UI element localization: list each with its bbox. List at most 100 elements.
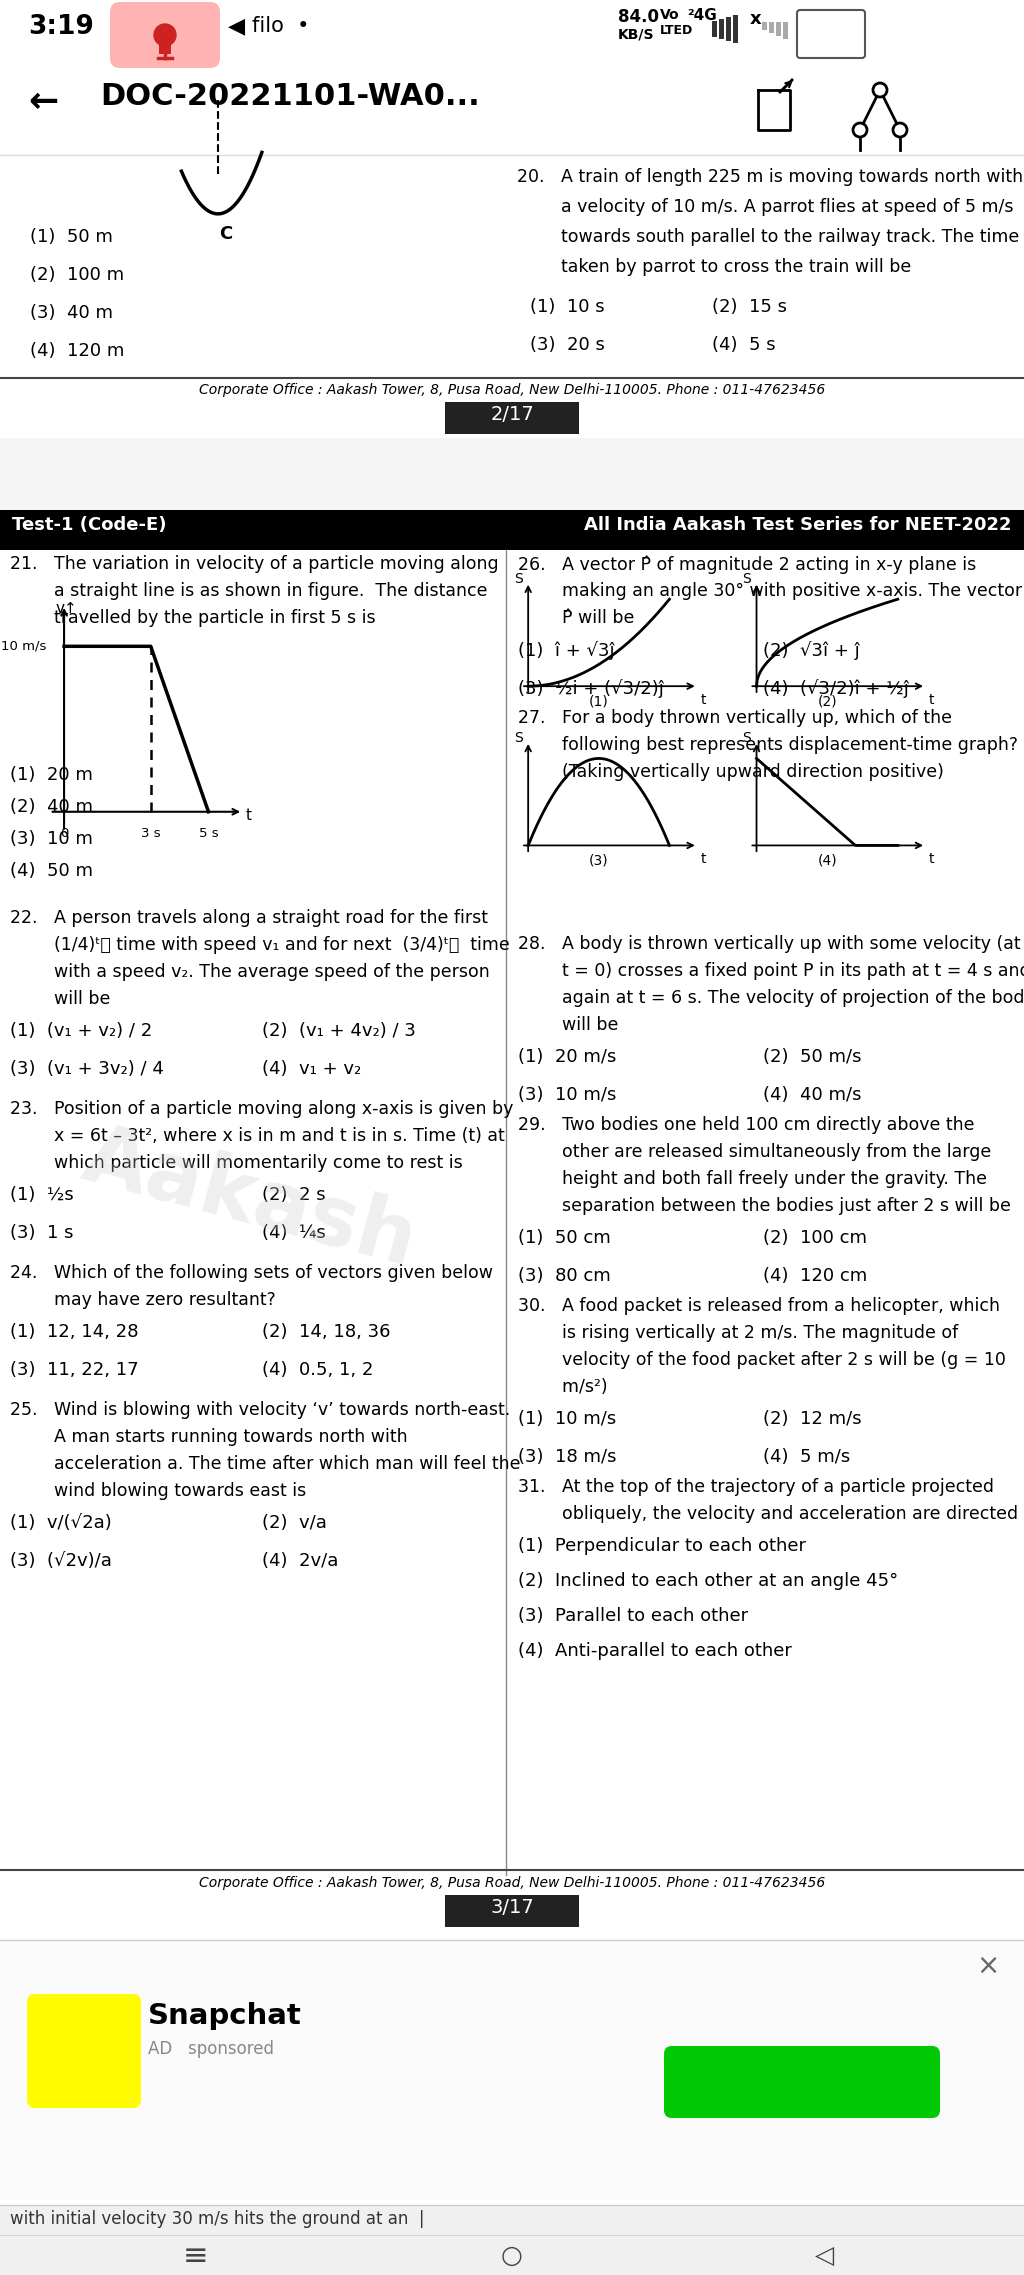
Bar bbox=[0, 510, 1024, 551]
Text: DOC-20221101-WA0...: DOC-20221101-WA0... bbox=[100, 82, 480, 111]
Text: (4)  120 cm: (4) 120 cm bbox=[763, 1267, 867, 1285]
Text: ◀: ◀ bbox=[228, 16, 245, 36]
Text: (3)  (v₁ + 3v₂) / 4: (3) (v₁ + 3v₂) / 4 bbox=[10, 1060, 164, 1078]
Bar bbox=[445, 1895, 579, 1927]
Text: (3): (3) bbox=[589, 853, 608, 867]
Text: (1)  î + √3ĵ: (1) î + √3ĵ bbox=[518, 642, 614, 660]
Text: (4)  50 m: (4) 50 m bbox=[10, 862, 93, 880]
Text: (2)  12 m/s: (2) 12 m/s bbox=[763, 1410, 861, 1429]
Text: (4)  v₁ + v₂: (4) v₁ + v₂ bbox=[262, 1060, 361, 1078]
Text: filo  •: filo • bbox=[252, 16, 309, 36]
Text: (1)  Perpendicular to each other: (1) Perpendicular to each other bbox=[518, 1538, 806, 1556]
Text: (1)  50 m: (1) 50 m bbox=[30, 228, 113, 246]
Text: obliquely, the velocity and acceleration are directed: obliquely, the velocity and acceleration… bbox=[518, 1506, 1018, 1522]
Text: (2)  (v₁ + 4v₂) / 3: (2) (v₁ + 4v₂) / 3 bbox=[262, 1021, 416, 1040]
Text: 20.   A train of length 225 m is moving towards north with: 20. A train of length 225 m is moving to… bbox=[517, 168, 1023, 187]
Text: (4)  5 m/s: (4) 5 m/s bbox=[763, 1447, 850, 1465]
Text: acceleration a. The time after which man will feel the: acceleration a. The time after which man… bbox=[10, 1456, 520, 1472]
Bar bbox=[0, 0, 1024, 66]
Bar bbox=[719, 18, 724, 39]
Text: (2)  2 s: (2) 2 s bbox=[262, 1185, 326, 1203]
Circle shape bbox=[853, 123, 867, 136]
Text: Aakash: Aakash bbox=[75, 1117, 426, 1283]
Text: v↑: v↑ bbox=[55, 601, 77, 617]
Text: S: S bbox=[514, 571, 522, 587]
Circle shape bbox=[873, 82, 887, 98]
Circle shape bbox=[154, 25, 176, 46]
Text: 26.   A vector P̂ of magnitude 2 acting in x-y plane is: 26. A vector P̂ of magnitude 2 acting in… bbox=[518, 555, 976, 573]
Text: 3 s: 3 s bbox=[141, 826, 161, 839]
Text: A man starts running towards north with: A man starts running towards north with bbox=[10, 1429, 408, 1447]
Text: 84.0: 84.0 bbox=[618, 9, 659, 25]
Text: (1)  20 m: (1) 20 m bbox=[10, 767, 93, 785]
Text: 10 m/s: 10 m/s bbox=[1, 639, 47, 653]
Text: 23.   Position of a particle moving along x-axis is given by: 23. Position of a particle moving along … bbox=[10, 1101, 513, 1117]
FancyBboxPatch shape bbox=[27, 1993, 141, 2109]
Text: S: S bbox=[742, 730, 751, 746]
Text: (2)  100 cm: (2) 100 cm bbox=[763, 1228, 867, 1247]
Bar bbox=[726, 16, 731, 41]
Text: (3)  18 m/s: (3) 18 m/s bbox=[518, 1447, 616, 1465]
Text: AD   sponsored: AD sponsored bbox=[148, 2041, 274, 2059]
Text: ≡: ≡ bbox=[182, 2241, 208, 2270]
Text: travelled by the particle in first 5 s is: travelled by the particle in first 5 s i… bbox=[10, 610, 376, 628]
Text: (1)  50 cm: (1) 50 cm bbox=[518, 1228, 610, 1247]
Text: ×: × bbox=[976, 1952, 999, 1979]
Text: 58: 58 bbox=[817, 14, 845, 32]
Text: is rising vertically at 2 m/s. The magnitude of: is rising vertically at 2 m/s. The magni… bbox=[518, 1324, 958, 1342]
Text: (1)  ½s: (1) ½s bbox=[10, 1185, 74, 1203]
Text: (3)  10 m: (3) 10 m bbox=[10, 830, 93, 849]
Text: Corporate Office : Aakash Tower, 8, Pusa Road, New Delhi-110005. Phone : 011-476: Corporate Office : Aakash Tower, 8, Pusa… bbox=[199, 382, 825, 398]
Text: 25.   Wind is blowing with velocity ‘v’ towards north-east.: 25. Wind is blowing with velocity ‘v’ to… bbox=[10, 1401, 510, 1420]
FancyBboxPatch shape bbox=[664, 2045, 940, 2118]
Text: ○: ○ bbox=[501, 2243, 523, 2268]
Text: (4)  120 m: (4) 120 m bbox=[30, 341, 124, 359]
Text: (1)  (v₁ + v₂) / 2: (1) (v₁ + v₂) / 2 bbox=[10, 1021, 153, 1040]
Text: may have zero resultant?: may have zero resultant? bbox=[10, 1290, 275, 1308]
Text: (4)  0.5, 1, 2: (4) 0.5, 1, 2 bbox=[262, 1360, 374, 1379]
Text: (1)  20 m/s: (1) 20 m/s bbox=[518, 1049, 616, 1067]
Text: other are released simultaneously from the large: other are released simultaneously from t… bbox=[518, 1142, 991, 1160]
Text: (2)  v/a: (2) v/a bbox=[262, 1513, 327, 1531]
Text: making an angle 30° with positive x-axis. The vector: making an angle 30° with positive x-axis… bbox=[518, 582, 1022, 601]
Bar bbox=[0, 2204, 1024, 2234]
Text: (2)  50 m/s: (2) 50 m/s bbox=[763, 1049, 861, 1067]
Text: (4)  2v/a: (4) 2v/a bbox=[262, 1552, 338, 1570]
Text: (1)  v/(√2a): (1) v/(√2a) bbox=[10, 1513, 112, 1531]
Text: which particle will momentarily come to rest is: which particle will momentarily come to … bbox=[10, 1153, 463, 1172]
Text: Corporate Office : Aakash Tower, 8, Pusa Road, New Delhi-110005. Phone : 011-476: Corporate Office : Aakash Tower, 8, Pusa… bbox=[199, 1877, 825, 1891]
Bar bbox=[0, 66, 1024, 155]
Text: 3/17: 3/17 bbox=[490, 1897, 534, 1918]
Text: (3)  Parallel to each other: (3) Parallel to each other bbox=[518, 1606, 749, 1624]
Text: 21.   The variation in velocity of a particle moving along: 21. The variation in velocity of a parti… bbox=[10, 555, 499, 573]
Text: t: t bbox=[700, 853, 706, 867]
FancyBboxPatch shape bbox=[110, 2, 220, 68]
Text: with a speed v₂. The average speed of the person: with a speed v₂. The average speed of th… bbox=[10, 962, 489, 981]
Text: taken by parrot to cross the train will be: taken by parrot to cross the train will … bbox=[517, 257, 911, 275]
Text: S: S bbox=[514, 730, 522, 746]
Circle shape bbox=[893, 123, 907, 136]
Text: (2)  100 m: (2) 100 m bbox=[30, 266, 124, 284]
Text: Snapchat: Snapchat bbox=[148, 2002, 302, 2029]
Bar bbox=[733, 16, 738, 43]
Text: (4): (4) bbox=[817, 853, 837, 867]
Text: 3:19: 3:19 bbox=[28, 14, 94, 41]
Text: 29.   Two bodies one held 100 cm directly above the: 29. Two bodies one held 100 cm directly … bbox=[518, 1117, 975, 1133]
Text: 2/17: 2/17 bbox=[490, 405, 534, 423]
Text: (2)  40 m: (2) 40 m bbox=[10, 799, 93, 817]
Text: with initial velocity 30 m/s hits the ground at an  |: with initial velocity 30 m/s hits the gr… bbox=[10, 2209, 425, 2227]
Text: (4)  (√3/2)î + ½ĵ: (4) (√3/2)î + ½ĵ bbox=[763, 678, 909, 698]
Text: (1/4)ᵗ˾ time with speed v₁ and for next  (3/4)ᵗ˾  time: (1/4)ᵗ˾ time with speed v₁ and for next … bbox=[10, 935, 510, 953]
Text: 27.   For a body thrown vertically up, which of the: 27. For a body thrown vertically up, whi… bbox=[518, 710, 952, 728]
Text: (Taking vertically upward direction positive): (Taking vertically upward direction posi… bbox=[518, 762, 944, 780]
Text: (3)  11, 22, 17: (3) 11, 22, 17 bbox=[10, 1360, 138, 1379]
Text: (4)  ¼s: (4) ¼s bbox=[262, 1224, 326, 1242]
Text: (2)  15 s: (2) 15 s bbox=[712, 298, 787, 316]
Bar bbox=[776, 23, 781, 36]
Bar bbox=[0, 439, 1024, 510]
Bar bbox=[762, 23, 767, 30]
Text: ◁: ◁ bbox=[815, 2243, 835, 2268]
Bar bbox=[769, 23, 774, 34]
Text: t = 0) crosses a fixed point P in its path at t = 4 s and: t = 0) crosses a fixed point P in its pa… bbox=[518, 962, 1024, 981]
Text: Vo: Vo bbox=[660, 9, 680, 23]
